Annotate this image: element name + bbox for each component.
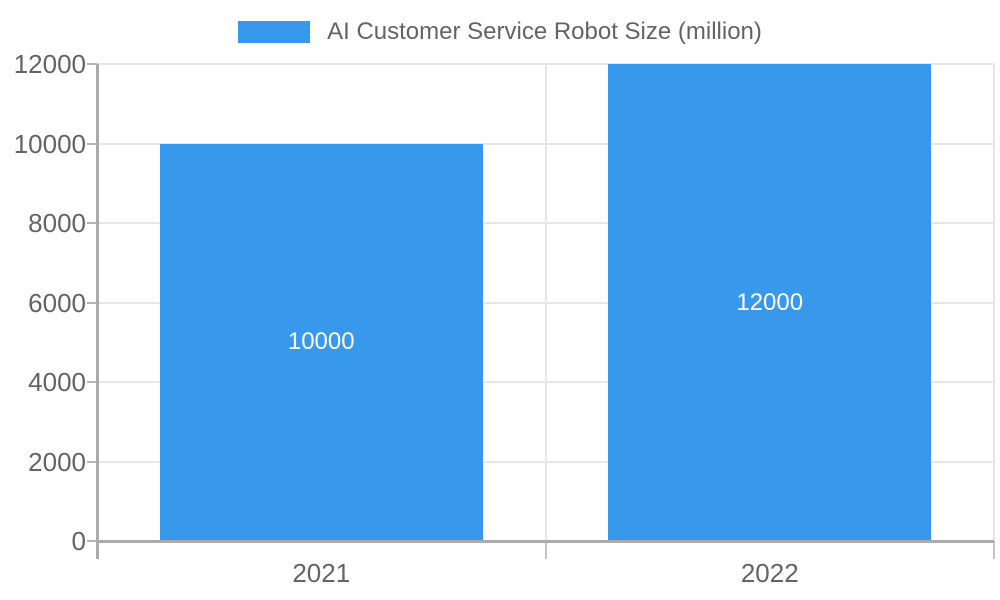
y-axis-tick (87, 222, 97, 224)
chart-legend[interactable]: AI Customer Service Robot Size (million) (0, 17, 1000, 47)
y-axis-tick (87, 540, 97, 542)
bar-value-label: 12000 (736, 288, 804, 316)
y-axis-tick (87, 381, 97, 383)
y-axis-tick (87, 301, 97, 304)
x-tick-label: 2022 (740, 558, 799, 588)
y-axis (95, 64, 99, 559)
y-tick-label: 8000 (28, 208, 86, 238)
y-axis-tick (87, 460, 97, 463)
y-tick-label: 10000 (13, 128, 86, 159)
y-tick-label: 4000 (28, 367, 86, 397)
bar[interactable] (159, 143, 483, 541)
y-tick-label: 6000 (28, 287, 86, 318)
bar-value-label: 10000 (287, 328, 355, 356)
y-axis-tick (87, 142, 97, 145)
x-gridline (544, 64, 547, 541)
y-tick-label: 2000 (28, 446, 86, 477)
legend-swatch-icon (238, 21, 311, 43)
legend-label: AI Customer Service Robot Size (million) (327, 18, 762, 45)
x-tick-label: 2021 (292, 558, 351, 588)
x-axis-tick (544, 541, 547, 559)
y-tick-label: 0 (71, 526, 86, 556)
x-axis (97, 539, 994, 543)
y-axis-tick (87, 63, 97, 65)
x-gridline (993, 64, 995, 541)
bar[interactable] (608, 64, 932, 541)
x-axis-tick (993, 541, 995, 559)
y-tick-label: 12000 (13, 49, 86, 79)
